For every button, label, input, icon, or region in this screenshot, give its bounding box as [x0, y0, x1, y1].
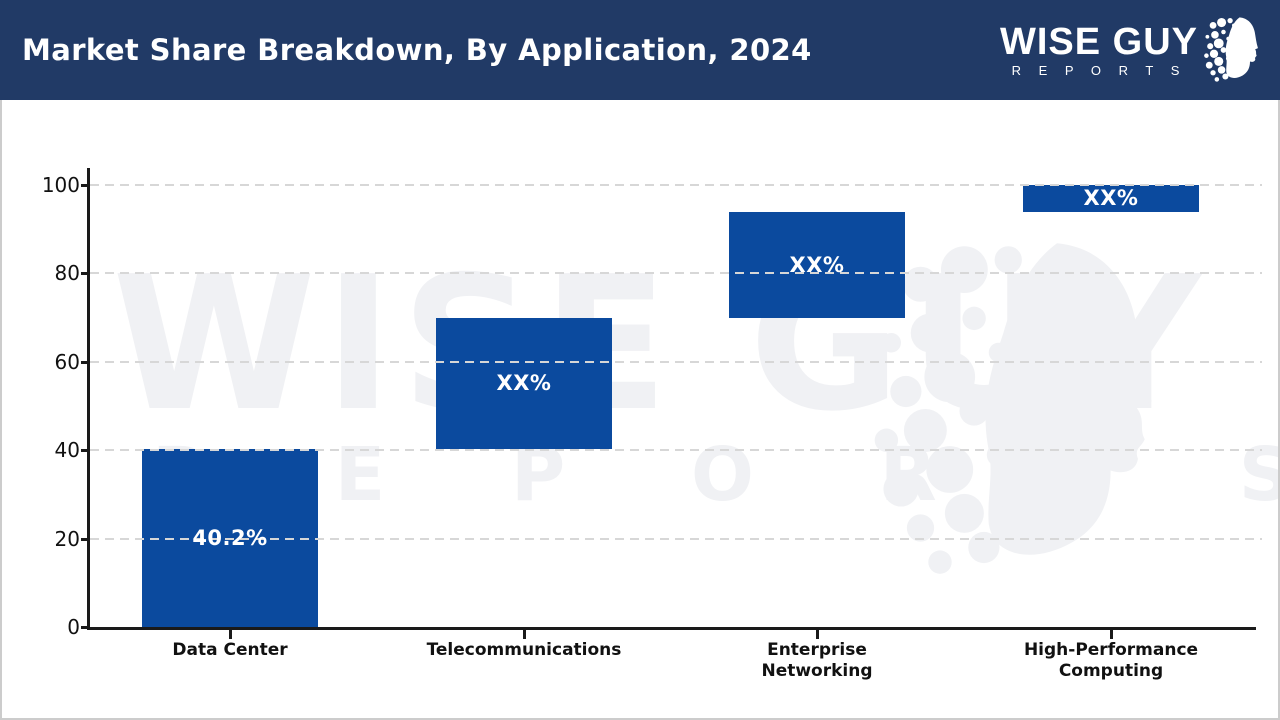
bar-value-label-4: XX%	[1083, 186, 1139, 211]
logo-name: WISE GUY	[999, 20, 1198, 63]
bar-4	[1023, 185, 1199, 212]
x-category-label-1: Data Center	[172, 640, 288, 660]
logo-text: WISE GUY R E P O R T S	[1000, 22, 1198, 79]
x-category-label-2: Telecommunications	[426, 640, 622, 660]
y-tick-mark-80	[81, 272, 90, 276]
y-tick-label-60: 60	[54, 349, 80, 374]
logo-head-profile-icon	[1200, 14, 1264, 86]
y-tick-mark-0	[81, 626, 90, 629]
y-tick-label-40: 40	[54, 438, 80, 463]
y-tick-mark-100	[81, 184, 90, 187]
gridline-20	[90, 537, 1262, 540]
gridline-40	[90, 449, 1262, 452]
x-category-label-4: High-Performance Computing	[1023, 640, 1199, 681]
bar-2	[436, 317, 612, 450]
x-tick-mark-1	[229, 630, 232, 639]
y-tick-label-80: 80	[54, 261, 80, 286]
y-axis	[87, 168, 90, 630]
gridline-100	[90, 184, 1262, 186]
y-tick-label-100: 100	[41, 173, 80, 197]
page-title: Market Share Breakdown, By Application, …	[22, 33, 812, 67]
x-tick-mark-2	[523, 630, 526, 639]
logo-subtitle: R E P O R T S	[1011, 62, 1187, 78]
bar-value-label-3: XX%	[789, 252, 845, 277]
header: Market Share Breakdown, By Application, …	[0, 0, 1280, 100]
wise-guy-logo: WISE GUY R E P O R T S	[1000, 14, 1264, 86]
y-tick-label-20: 20	[54, 526, 80, 551]
bar-value-label-2: XX%	[496, 371, 552, 396]
x-axis	[87, 627, 1256, 630]
x-tick-mark-4	[1110, 630, 1113, 639]
y-tick-mark-40	[81, 449, 90, 453]
x-category-label-3: Enterprise Networking	[761, 640, 873, 681]
y-tick-mark-60	[81, 360, 90, 364]
y-tick-label-0: 0	[67, 615, 80, 639]
y-tick-mark-20	[81, 537, 90, 541]
gridline-80	[90, 272, 1262, 275]
bar-value-label-1: 40.2%	[192, 526, 268, 551]
gridline-60	[90, 360, 1262, 363]
x-tick-mark-3	[816, 630, 819, 639]
